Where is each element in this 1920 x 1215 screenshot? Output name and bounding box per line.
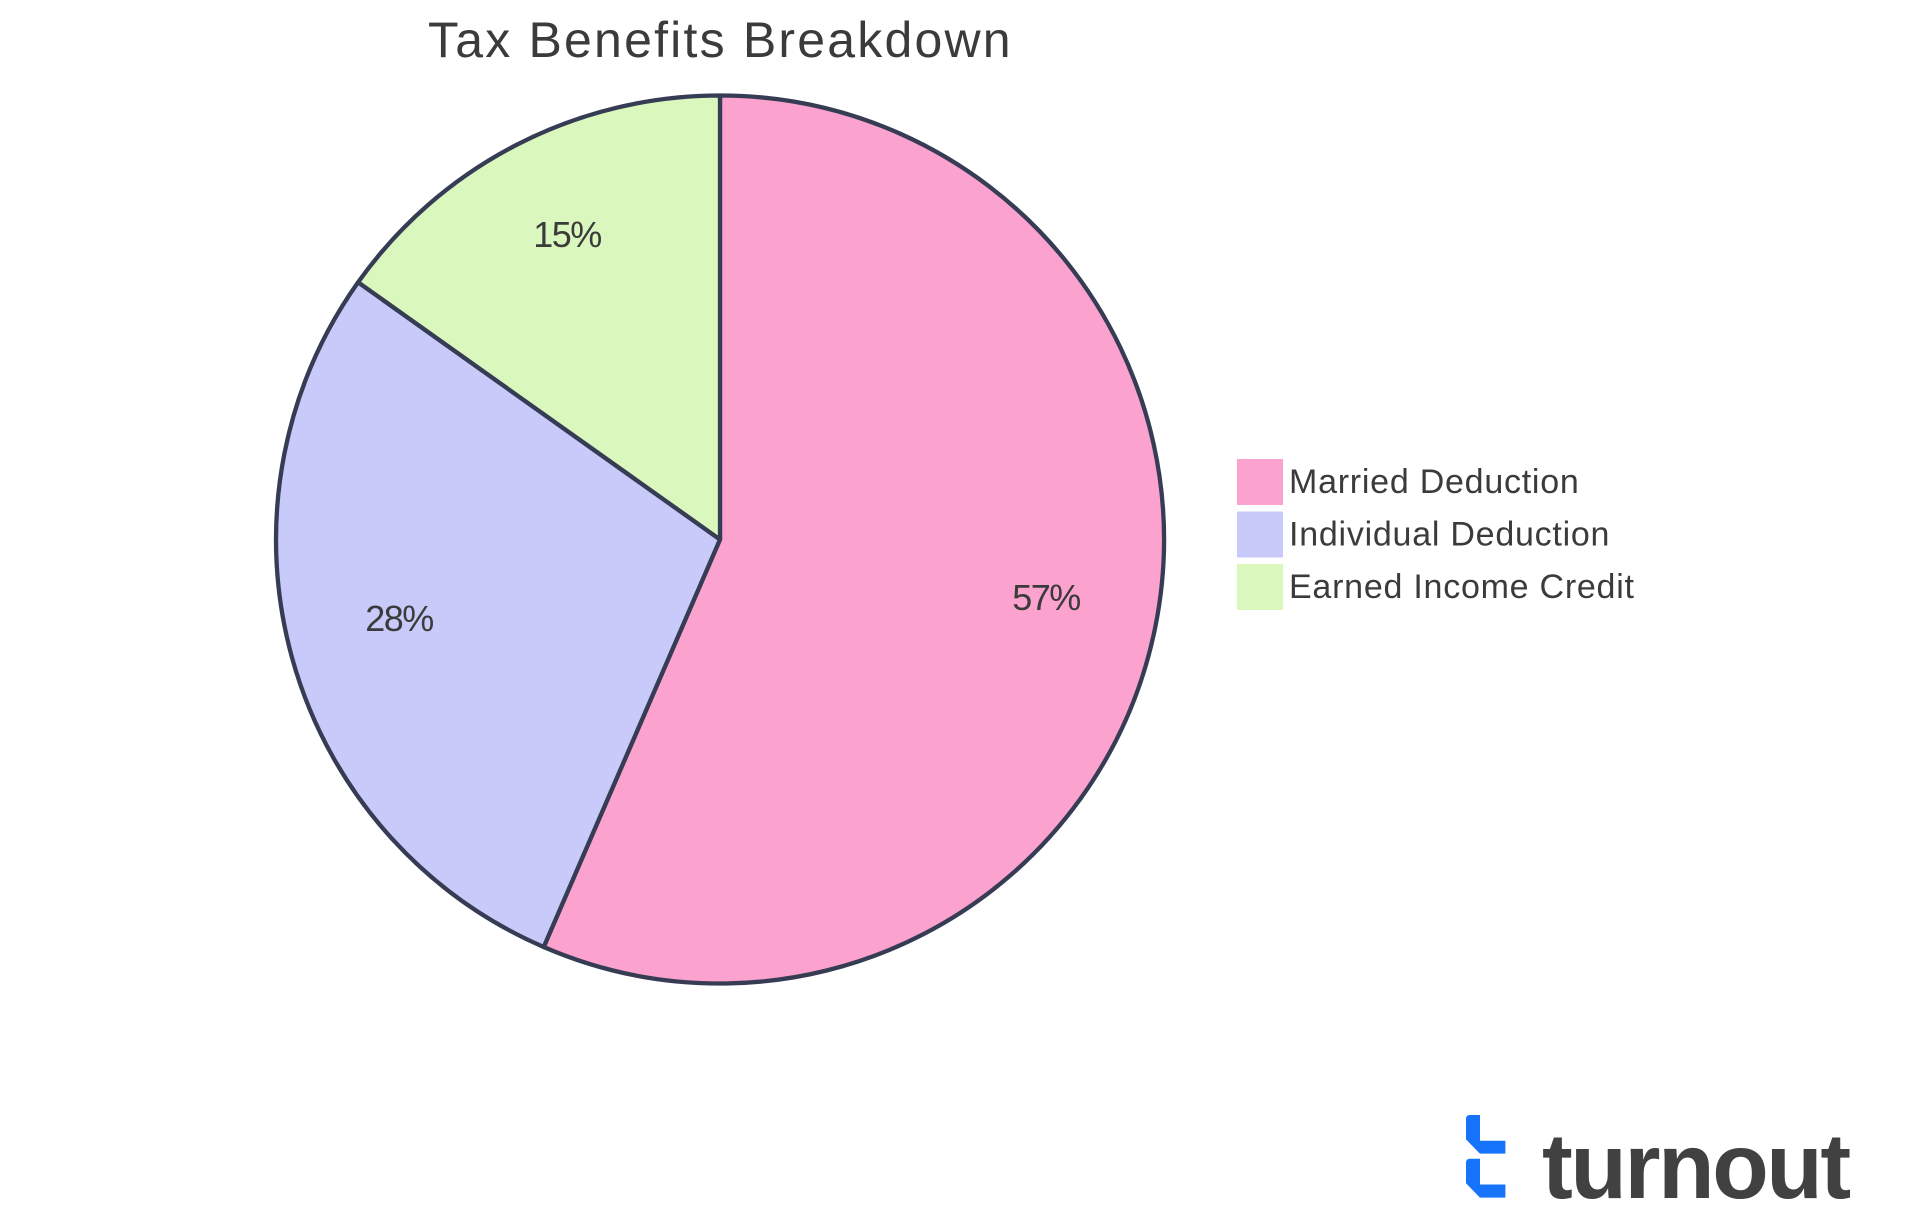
svg-text:57%: 57%	[1012, 577, 1080, 618]
svg-text:Tax Benefits Breakdown: Tax Benefits Breakdown	[428, 12, 1013, 68]
svg-text:turnout: turnout	[1542, 1114, 1850, 1215]
svg-text:28%: 28%	[365, 598, 433, 639]
svg-text:Married Deduction: Married Deduction	[1289, 463, 1580, 501]
svg-text:15%: 15%	[533, 214, 601, 255]
svg-text:Individual Deduction: Individual Deduction	[1289, 516, 1610, 554]
svg-text:Earned Income Credit: Earned Income Credit	[1289, 568, 1635, 606]
